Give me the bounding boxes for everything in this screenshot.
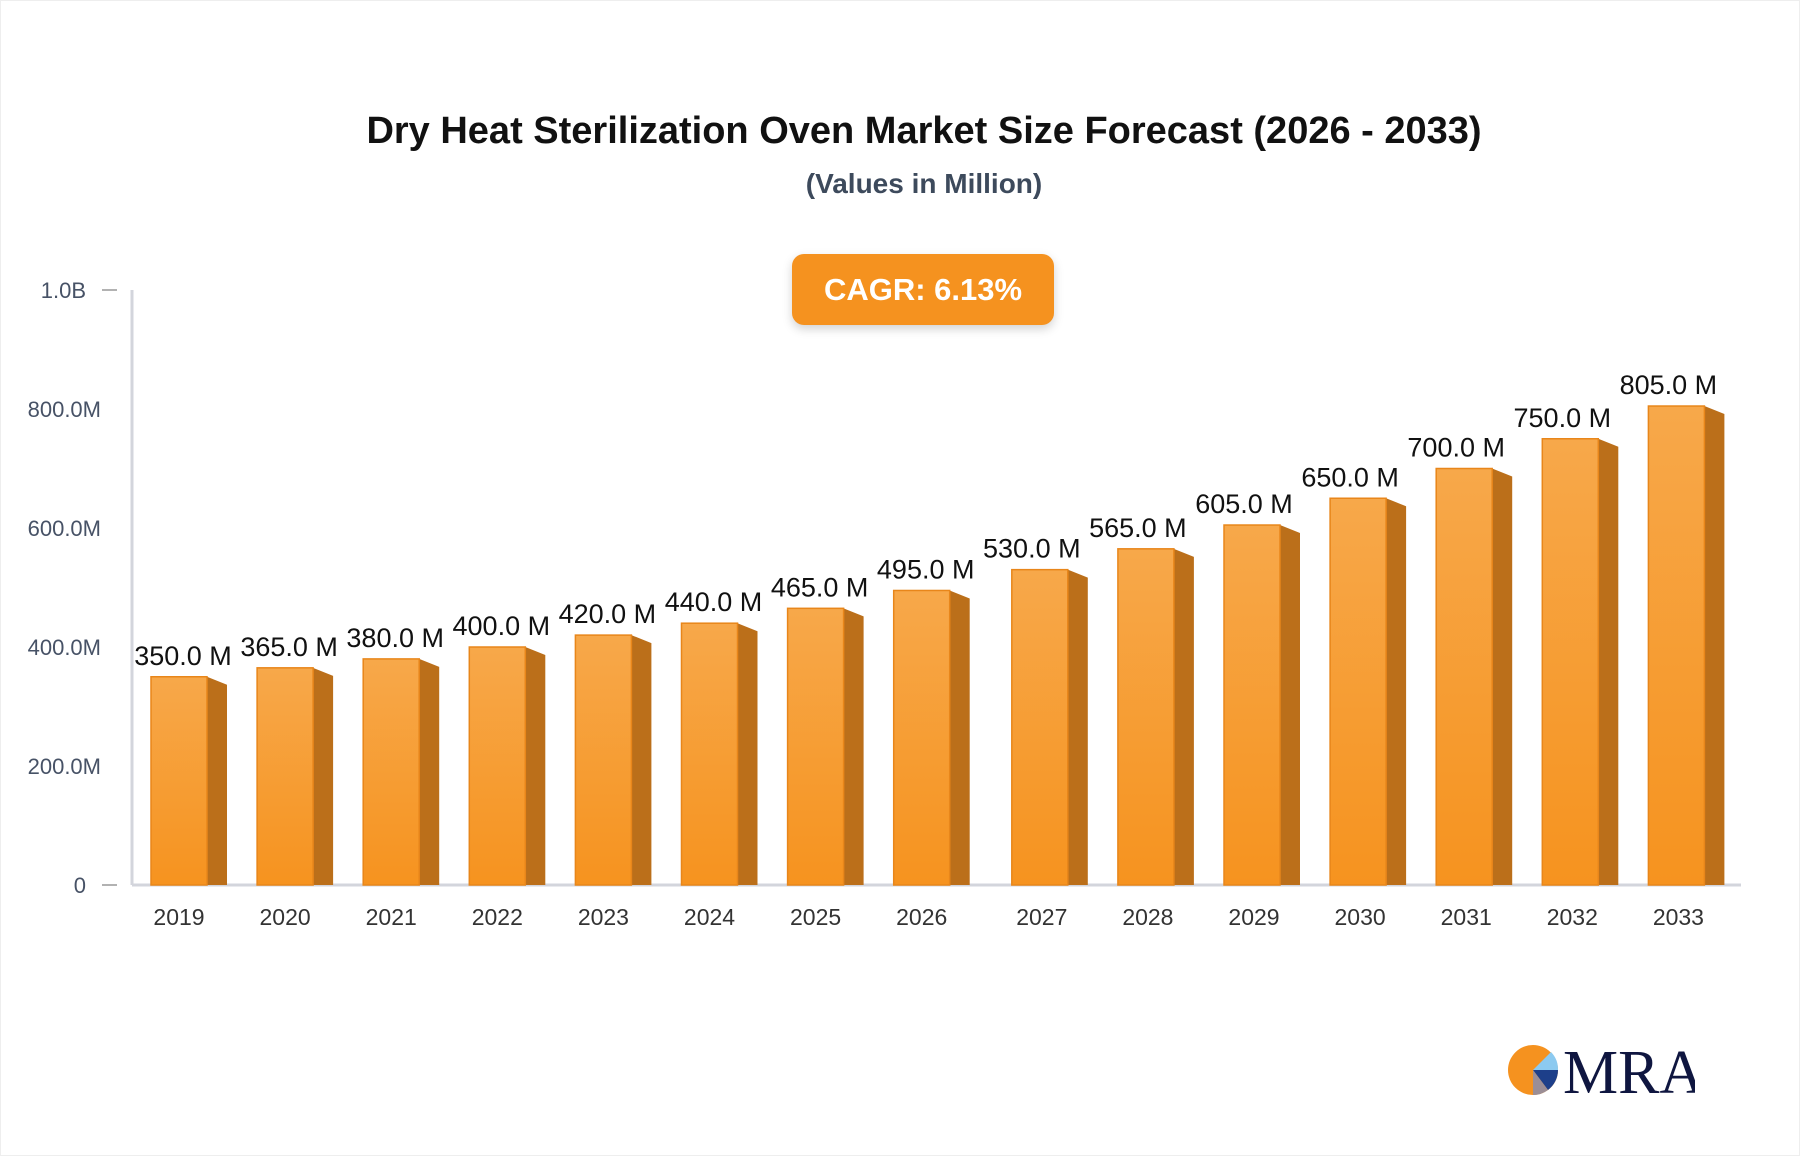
- y-tick-label: 1.0B: [41, 278, 86, 303]
- data-label: 350.0 M: [134, 641, 232, 671]
- bar-side: [313, 667, 334, 885]
- bar: [468, 646, 527, 886]
- x-tick-label: 2028: [1122, 904, 1173, 930]
- data-label: 565.0 M: [1089, 513, 1187, 543]
- mra-logo: MRA: [1508, 1040, 1695, 1100]
- bar: [1541, 438, 1600, 886]
- data-label: 495.0 M: [877, 554, 975, 584]
- bar-side: [207, 676, 227, 885]
- bar: [574, 634, 633, 886]
- y-tick-label: 200.0M: [28, 754, 101, 779]
- x-tick-label: 2019: [153, 904, 204, 930]
- chart-subtitle: (Values in Million): [805, 168, 1043, 199]
- bar-side: [1280, 525, 1300, 885]
- data-label: 650.0 M: [1301, 462, 1399, 492]
- x-tick-label: 2025: [790, 904, 841, 930]
- bar: [786, 607, 845, 886]
- logo-text: MRA: [1563, 1040, 1695, 1100]
- data-label: 420.0 M: [559, 599, 657, 629]
- x-tick-label: 2026: [896, 904, 947, 930]
- bar-side: [1492, 468, 1513, 885]
- bar-side: [843, 608, 864, 885]
- bar: [1223, 524, 1281, 886]
- bar-side: [737, 623, 758, 885]
- x-tick-label: 2022: [472, 904, 523, 930]
- bar: [1647, 405, 1706, 886]
- data-label: 365.0 M: [240, 632, 338, 662]
- data-label: 750.0 M: [1514, 403, 1612, 433]
- chart-title: Dry Heat Sterilization Oven Market Size …: [366, 110, 1482, 152]
- bar-side: [419, 658, 440, 885]
- data-label: 400.0 M: [453, 611, 551, 641]
- data-label: 530.0 M: [983, 534, 1081, 564]
- x-tick-label: 2032: [1547, 904, 1598, 930]
- x-tick-label: 2023: [578, 904, 629, 930]
- y-tick-label: 800.0M: [28, 397, 101, 422]
- bar: [1435, 467, 1493, 886]
- x-tick-label: 2027: [1016, 904, 1067, 930]
- bar-side: [1173, 548, 1194, 885]
- x-tick-label: 2033: [1653, 904, 1704, 930]
- x-tick-label: 2024: [684, 904, 735, 930]
- y-tick-label: 600.0M: [28, 516, 101, 541]
- bar: [680, 622, 739, 886]
- bar: [1329, 497, 1387, 886]
- x-tick-label: 2031: [1441, 904, 1492, 930]
- bar: [150, 676, 208, 886]
- bar: [892, 589, 951, 886]
- y-tick-label: 0: [74, 873, 86, 898]
- bar-side: [1067, 569, 1088, 885]
- bar-side: [949, 590, 970, 885]
- bar: [362, 658, 420, 886]
- data-label: 605.0 M: [1195, 489, 1293, 519]
- data-label: 440.0 M: [665, 587, 763, 617]
- bar-side: [1704, 406, 1725, 885]
- y-tick-label: 400.0M: [28, 635, 101, 660]
- data-label: 380.0 M: [346, 623, 444, 653]
- bar-side: [631, 635, 652, 885]
- bar-side: [525, 647, 546, 885]
- x-tick-label: 2020: [260, 904, 311, 930]
- x-tick-label: 2021: [366, 904, 417, 930]
- bar: [1011, 568, 1069, 886]
- cagr-badge: CAGR: 6.13%: [792, 254, 1054, 325]
- bar: [256, 667, 314, 886]
- data-label: 700.0 M: [1407, 433, 1505, 463]
- bar-side: [1598, 438, 1619, 885]
- data-label: 465.0 M: [771, 572, 869, 602]
- bar-side: [1386, 498, 1407, 885]
- x-tick-label: 2030: [1335, 904, 1386, 930]
- data-label: 805.0 M: [1620, 370, 1718, 400]
- x-tick-label: 2029: [1228, 904, 1279, 930]
- bar: [1117, 548, 1175, 886]
